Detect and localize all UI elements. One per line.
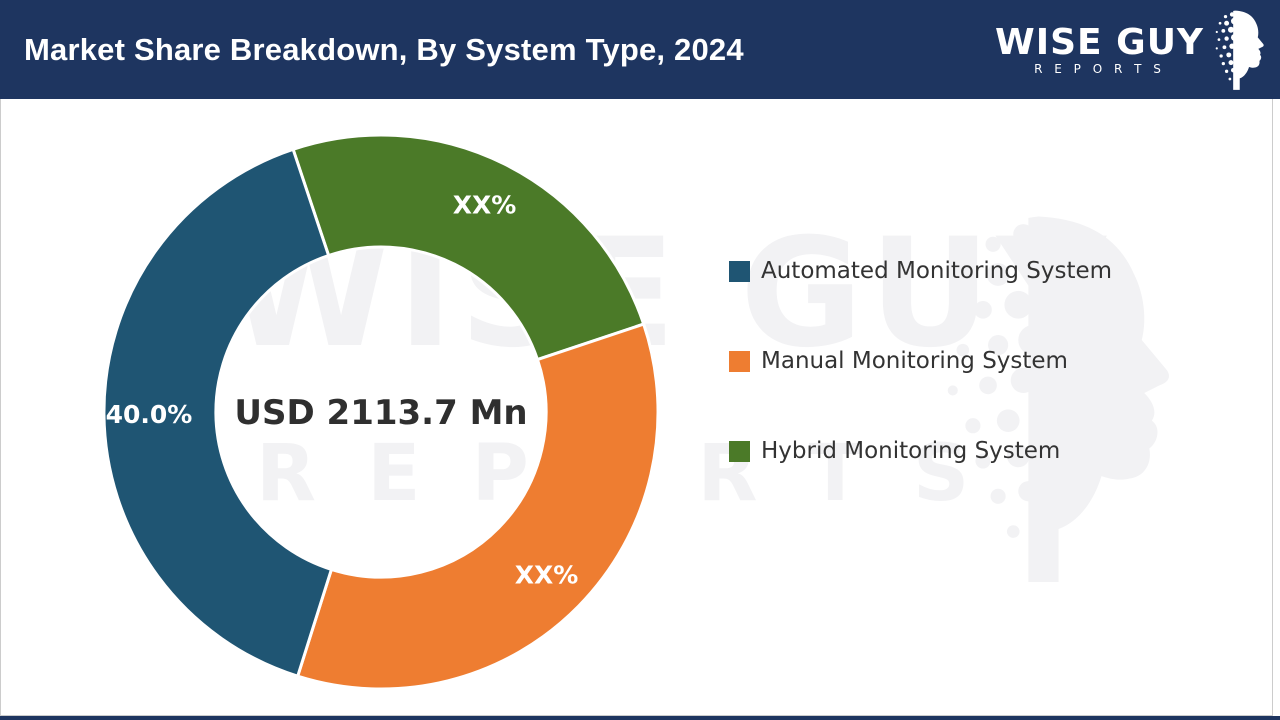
legend-swatch — [729, 260, 750, 282]
chart-canvas: WISE GUY R E P O R T S XX%XX%40.0%USD 21… — [0, 99, 1273, 716]
footer-bar — [0, 716, 1280, 720]
legend-item-label: Manual Monitoring System — [761, 348, 1068, 374]
pie-segment-automated-monitoring-system — [102, 147, 333, 678]
legend-item: Hybrid Monitoring System — [729, 436, 1112, 466]
brand-wordmark: WISE GUY R E P O R T S — [995, 24, 1204, 76]
legend-swatch — [729, 350, 750, 372]
slice-label-automated-monitoring-system: 40.0% — [106, 400, 193, 429]
page-title: Market Share Breakdown, By System Type, … — [24, 31, 744, 67]
brand-wordmark-line1: WISE GUY — [994, 21, 1204, 63]
slice-label-hybrid-monitoring-system: XX% — [453, 190, 517, 219]
legend-item-label: Hybrid Monitoring System — [761, 438, 1061, 464]
legend: Automated Monitoring System Manual Monito… — [729, 256, 1112, 466]
brand-logo: WISE GUY R E P O R T S — [995, 6, 1268, 94]
legend-swatch — [729, 440, 750, 462]
header: Market Share Breakdown, By System Type, … — [0, 0, 1280, 99]
legend-item: Automated Monitoring System — [729, 256, 1112, 286]
brand-face-icon — [1206, 9, 1268, 91]
donut-chart: XX% XX% 40.0% USD 2113.7 Mn — [102, 133, 660, 691]
brand-wordmark-line2: R E P O R T S — [1034, 61, 1165, 76]
legend-item-label: Automated Monitoring System — [761, 258, 1113, 284]
slice-label-manual-monitoring-system: XX% — [515, 561, 579, 590]
center-value-label: USD 2113.7 Mn — [234, 393, 527, 433]
legend-item: Manual Monitoring System — [729, 346, 1112, 376]
pie-segment-hybrid-monitoring-system — [291, 133, 646, 362]
pie-segment-manual-monitoring-system — [296, 322, 660, 691]
